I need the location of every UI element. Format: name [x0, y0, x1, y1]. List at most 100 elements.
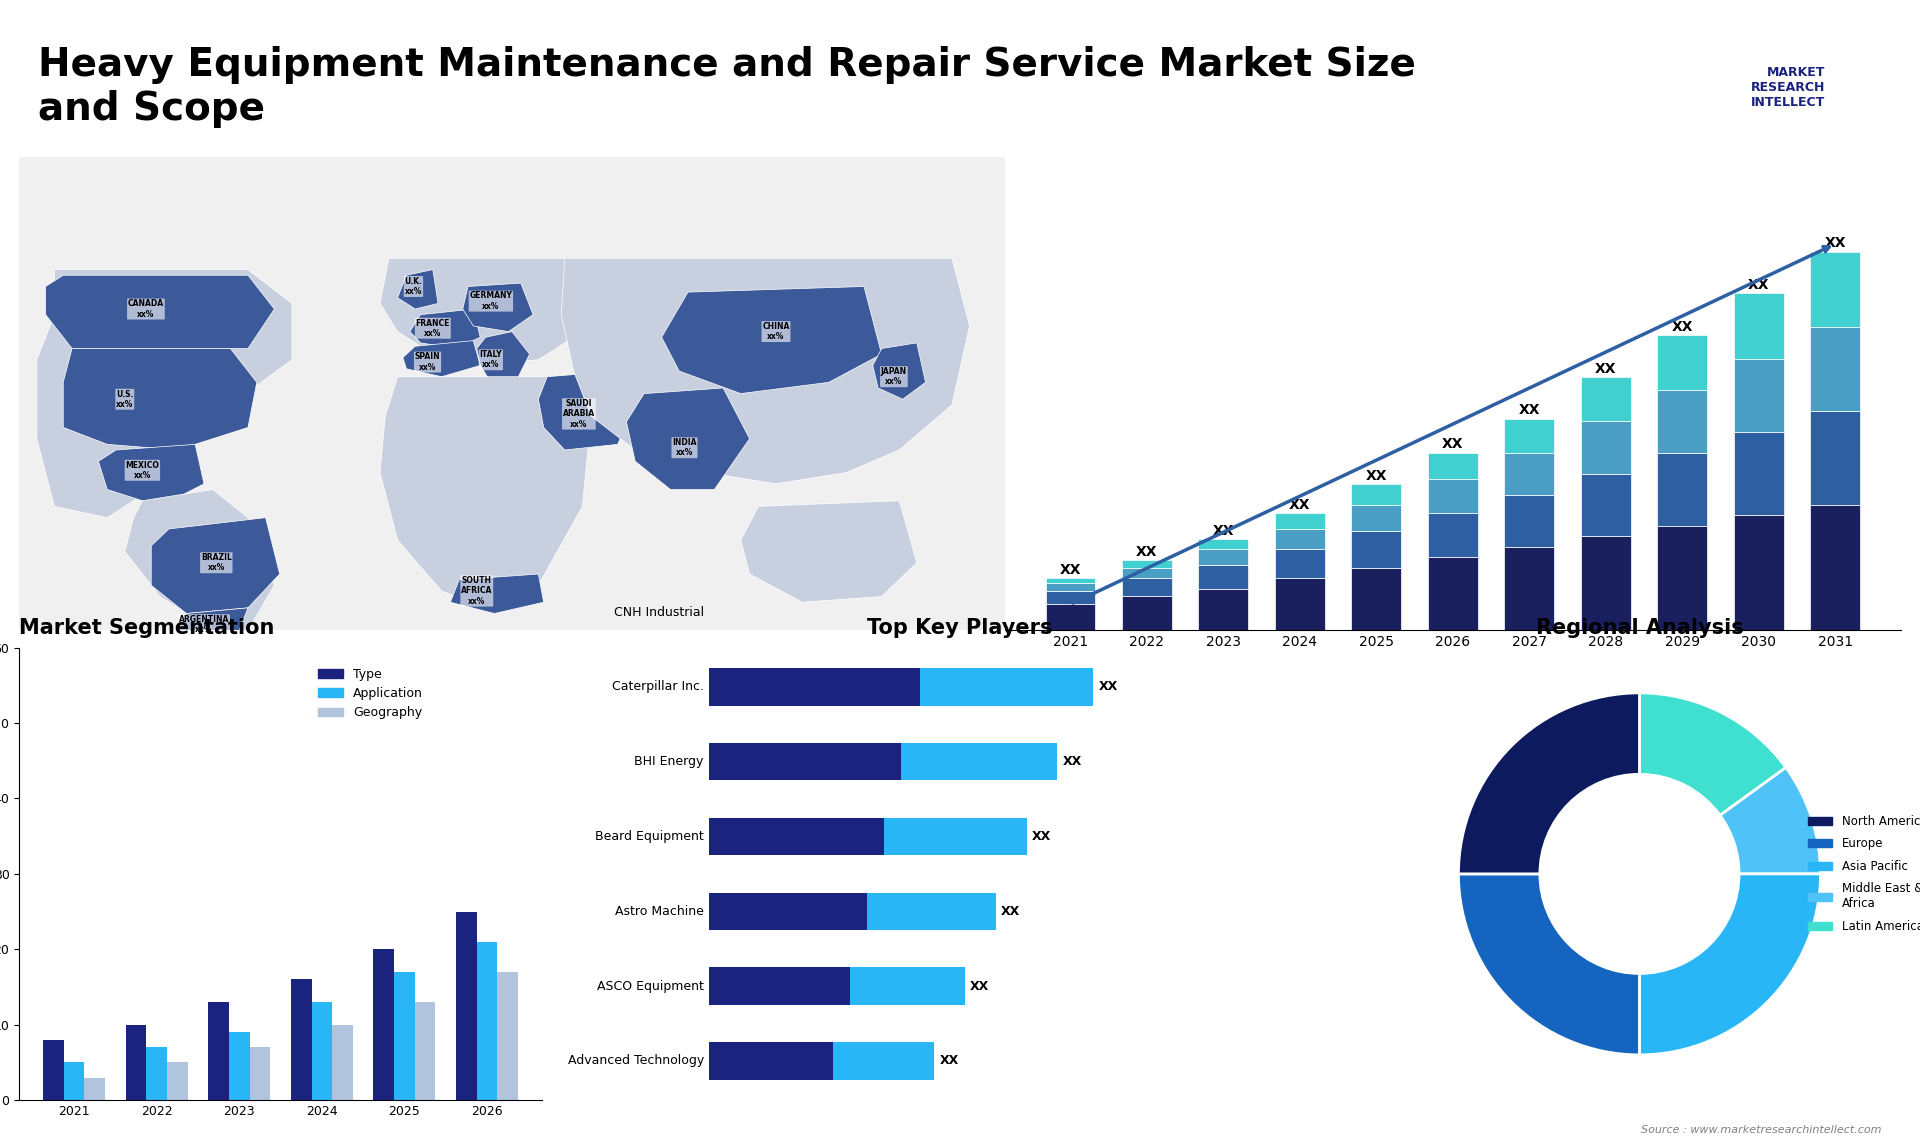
Polygon shape	[409, 309, 480, 348]
Bar	[374, 949, 394, 1100]
Bar	[1198, 549, 1248, 565]
Text: XX: XX	[1365, 469, 1386, 482]
Text: CNH Industrial: CNH Industrial	[614, 605, 705, 619]
Bar	[1734, 359, 1784, 432]
Text: Source : www.marketresearchintellect.com: Source : www.marketresearchintellect.com	[1642, 1124, 1882, 1135]
Circle shape	[1540, 775, 1740, 973]
Text: XX: XX	[1098, 681, 1117, 693]
Polygon shape	[463, 283, 534, 331]
Bar	[125, 1025, 146, 1100]
Bar	[708, 818, 883, 855]
Text: BHI Energy: BHI Energy	[634, 755, 705, 768]
Text: XX: XX	[1596, 362, 1617, 376]
Text: INDIA
xx%: INDIA xx%	[672, 438, 697, 457]
Bar	[1580, 422, 1630, 473]
FancyBboxPatch shape	[19, 157, 1004, 630]
Bar	[1811, 251, 1860, 328]
Text: Beard Equipment: Beard Equipment	[595, 830, 705, 843]
Bar	[476, 942, 497, 1100]
Polygon shape	[98, 445, 204, 507]
Text: XX: XX	[1031, 830, 1050, 843]
Bar	[146, 1047, 167, 1100]
Text: BRAZIL
xx%: BRAZIL xx%	[202, 554, 232, 573]
Bar	[1734, 432, 1784, 516]
Bar	[1198, 589, 1248, 630]
Bar	[1046, 579, 1094, 583]
Bar	[1428, 557, 1478, 630]
Polygon shape	[538, 371, 636, 450]
Text: GERMANY
xx%: GERMANY xx%	[470, 291, 513, 311]
Bar	[1121, 596, 1171, 630]
Text: CANADA
xx%: CANADA xx%	[129, 299, 163, 319]
Polygon shape	[380, 377, 591, 607]
Title: Regional Analysis: Regional Analysis	[1536, 618, 1743, 637]
Bar	[1121, 567, 1171, 579]
Text: XX: XX	[1137, 544, 1158, 558]
Polygon shape	[177, 607, 248, 630]
Bar	[1198, 565, 1248, 589]
Bar	[167, 1062, 188, 1100]
Bar	[42, 1039, 63, 1100]
Text: MARKET
RESEARCH
INTELLECT: MARKET RESEARCH INTELLECT	[1751, 65, 1826, 109]
Bar	[1657, 453, 1707, 526]
Polygon shape	[36, 269, 292, 518]
Bar	[311, 1002, 332, 1100]
Bar	[833, 1042, 935, 1080]
Wedge shape	[1459, 693, 1640, 874]
Title: Top Key Players: Top Key Players	[868, 618, 1052, 637]
Polygon shape	[397, 269, 438, 309]
Bar	[1275, 512, 1325, 528]
Polygon shape	[626, 388, 749, 489]
Bar	[250, 1047, 271, 1100]
Text: JAPAN
xx%: JAPAN xx%	[881, 367, 906, 386]
Bar	[228, 1033, 250, 1100]
Text: XX: XX	[1213, 524, 1235, 537]
Bar	[708, 743, 900, 780]
Bar	[1121, 579, 1171, 596]
Text: Caterpillar Inc.: Caterpillar Inc.	[612, 681, 705, 693]
Bar	[920, 668, 1092, 706]
Bar	[1505, 418, 1553, 453]
Text: XX: XX	[1824, 236, 1845, 250]
Text: SAUDI
ARABIA
xx%: SAUDI ARABIA xx%	[563, 399, 595, 429]
Bar	[1352, 567, 1402, 630]
Text: U.S.
xx%: U.S. xx%	[115, 390, 134, 409]
Bar	[207, 1002, 228, 1100]
Text: XX: XX	[1519, 403, 1540, 417]
Bar	[1657, 526, 1707, 630]
Bar	[1046, 583, 1094, 591]
Bar	[1428, 453, 1478, 479]
Text: XX: XX	[970, 980, 989, 992]
Bar	[1657, 390, 1707, 453]
Text: Market Segmentation: Market Segmentation	[19, 618, 275, 637]
Polygon shape	[403, 340, 480, 377]
Polygon shape	[46, 275, 275, 348]
Bar	[866, 893, 996, 931]
Bar	[1811, 328, 1860, 411]
Polygon shape	[561, 258, 970, 484]
Bar	[394, 972, 415, 1100]
Text: U.K.
xx%: U.K. xx%	[405, 277, 422, 296]
Bar	[883, 818, 1027, 855]
Bar	[1121, 560, 1171, 567]
Bar	[1275, 579, 1325, 630]
Text: XX: XX	[1442, 438, 1463, 452]
Bar	[1198, 539, 1248, 549]
Text: CHINA
xx%: CHINA xx%	[762, 322, 789, 342]
Bar	[457, 911, 476, 1100]
Bar	[1046, 604, 1094, 630]
Text: FRANCE
xx%: FRANCE xx%	[415, 319, 449, 338]
Bar	[1275, 528, 1325, 549]
Polygon shape	[380, 258, 582, 366]
Bar	[708, 893, 866, 931]
Text: Astro Machine: Astro Machine	[614, 905, 705, 918]
Bar	[1580, 377, 1630, 422]
Bar	[1505, 453, 1553, 495]
Text: XX: XX	[939, 1054, 958, 1067]
Bar	[1352, 484, 1402, 505]
Polygon shape	[874, 343, 925, 399]
Bar	[1505, 495, 1553, 547]
Wedge shape	[1459, 874, 1640, 1055]
Bar	[1428, 479, 1478, 512]
Legend: Type, Application, Geography: Type, Application, Geography	[313, 662, 428, 724]
